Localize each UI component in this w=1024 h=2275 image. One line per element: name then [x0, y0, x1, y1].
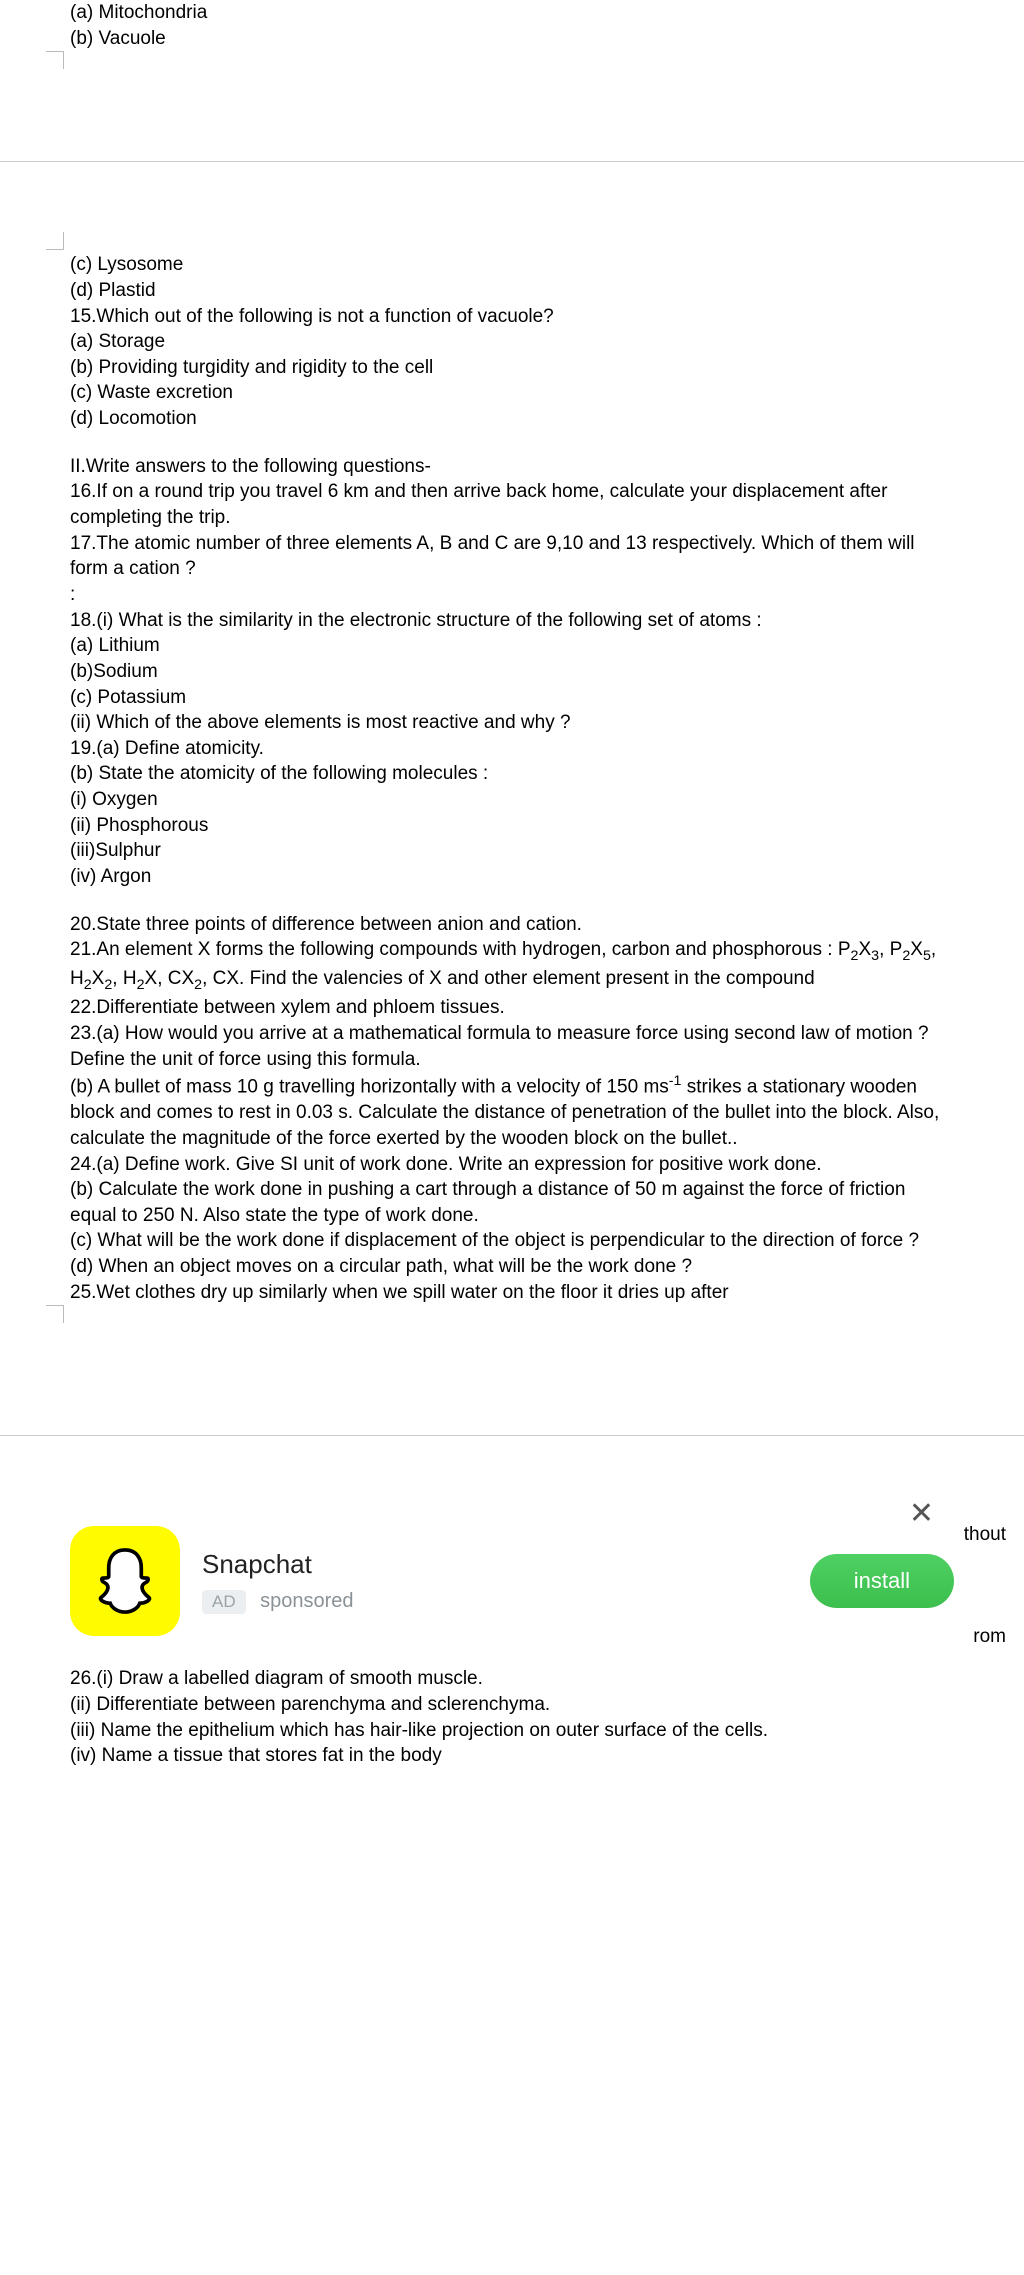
question-21: 21.An element X forms the following comp…	[70, 937, 954, 995]
question-26ii: (ii) Differentiate between parenchyma an…	[70, 1692, 954, 1718]
question-24a: 24.(a) Define work. Give SI unit of work…	[70, 1152, 954, 1178]
q21-part: X	[92, 968, 105, 989]
colon-line: :	[70, 582, 954, 608]
crop-mark	[46, 232, 64, 250]
option-a: (a) Mitochondria	[70, 0, 954, 26]
q18-opt-a: (a) Lithium	[70, 633, 954, 659]
ad-sponsored-label: sponsored	[260, 1590, 353, 1612]
option-c: (c) Lysosome	[70, 252, 954, 278]
install-button[interactable]: install	[810, 1554, 954, 1608]
q15-opt-a: (a) Storage	[70, 329, 954, 355]
q21-part: , CX. Find the valencies of X and other …	[202, 968, 815, 989]
sub-2: 2	[194, 977, 202, 993]
q19b-i: (i) Oxygen	[70, 787, 954, 813]
q19b-iv: (iv) Argon	[70, 864, 954, 890]
q21-part: X	[910, 939, 923, 960]
question-15: 15.Which out of the following is not a f…	[70, 304, 954, 330]
q18-opt-b: (b)Sodium	[70, 659, 954, 685]
background-text: rom	[973, 1626, 1006, 1648]
q23b-pre: (b) A bullet of mass 10 g travelling hor…	[70, 1077, 669, 1098]
ad-banner: thout rom ✕ Snapchat AD sponsored instal…	[0, 1496, 1024, 1646]
q21-part: , H	[112, 968, 136, 989]
question-17: 17.The atomic number of three elements A…	[70, 531, 954, 582]
crop-mark	[46, 1305, 64, 1323]
option-b: (b) Vacuole	[70, 26, 954, 52]
question-26iv: (iv) Name a tissue that stores fat in th…	[70, 1743, 954, 1769]
background-text: thout	[964, 1524, 1006, 1546]
question-24d: (d) When an object moves on a circular p…	[70, 1254, 954, 1280]
sub-2: 2	[137, 977, 145, 993]
q19b-ii: (ii) Phosphorous	[70, 813, 954, 839]
question-19b: (b) State the atomicity of the following…	[70, 761, 954, 787]
section-ii-heading: II.Write answers to the following questi…	[70, 454, 954, 480]
sub-3: 3	[871, 948, 879, 964]
q21-part: 21.An element X forms the following comp…	[70, 939, 851, 960]
question-24c: (c) What will be the work done if displa…	[70, 1228, 954, 1254]
ad-badge: AD	[202, 1590, 246, 1614]
q15-opt-d: (d) Locomotion	[70, 406, 954, 432]
q15-opt-c: (c) Waste excretion	[70, 380, 954, 406]
snapchat-icon[interactable]	[70, 1526, 180, 1636]
option-d: (d) Plastid	[70, 278, 954, 304]
q19b-iii: (iii)Sulphur	[70, 838, 954, 864]
question-22: 22.Differentiate between xylem and phloe…	[70, 995, 954, 1021]
question-24b: (b) Calculate the work done in pushing a…	[70, 1177, 954, 1228]
question-26iii: (iii) Name the epithelium which has hair…	[70, 1718, 954, 1744]
q18-opt-c: (c) Potassium	[70, 685, 954, 711]
sub-2: 2	[84, 977, 92, 993]
question-23a: 23.(a) How would you arrive at a mathema…	[70, 1021, 954, 1072]
question-23b: (b) A bullet of mass 10 g travelling hor…	[70, 1072, 954, 1151]
q21-part: X, CX	[145, 968, 195, 989]
sub-5: 5	[923, 948, 931, 964]
question-26i: 26.(i) Draw a labelled diagram of smooth…	[70, 1666, 954, 1692]
q15-opt-b: (b) Providing turgidity and rigidity to …	[70, 355, 954, 381]
question-18ii: (ii) Which of the above elements is most…	[70, 710, 954, 736]
sup-neg1: -1	[669, 1073, 682, 1089]
close-icon[interactable]: ✕	[909, 1496, 934, 1531]
ad-title: Snapchat	[202, 1549, 788, 1580]
question-19a: 19.(a) Define atomicity.	[70, 736, 954, 762]
ghost-icon	[88, 1544, 162, 1618]
question-25: 25.Wet clothes dry up similarly when we …	[70, 1280, 954, 1306]
question-18i: 18.(i) What is the similarity in the ele…	[70, 608, 954, 634]
question-16: 16.If on a round trip you travel 6 km an…	[70, 479, 954, 530]
q21-part: X	[858, 939, 871, 960]
question-20: 20.State three points of difference betw…	[70, 912, 954, 938]
q21-part: , P	[879, 939, 902, 960]
crop-mark	[46, 51, 64, 69]
